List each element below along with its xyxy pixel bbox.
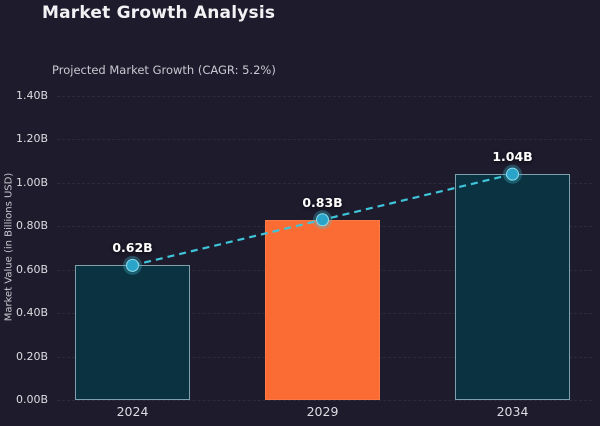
x-tick-label-2034: 2034	[496, 404, 529, 419]
y-axis-title: Market Value (in Billions USD)	[3, 172, 15, 322]
chart-title: Projected Market Growth (CAGR: 5.2%)	[52, 63, 276, 77]
y-tick-label-1.20B: 1.20B	[15, 132, 48, 146]
bar-value-label-2029: 0.83B	[302, 194, 343, 210]
x-tick-label-2024: 2024	[116, 404, 149, 419]
y-tick-label-0.60B: 0.60B	[15, 262, 48, 276]
bar-2034	[455, 174, 570, 400]
page-title: Market Growth Analysis	[42, 3, 276, 23]
bar-value-label-2034: 1.04B	[492, 149, 533, 165]
bar-2024	[75, 265, 190, 400]
gridline-0.00B	[57, 400, 592, 401]
bar-value-label-2024: 0.62B	[112, 240, 153, 256]
gridline-1.40B	[57, 96, 592, 97]
y-tick-label-1.00B: 1.00B	[15, 175, 48, 189]
gridline-1.20B	[57, 139, 592, 141]
x-tick-label-2029: 2029	[306, 404, 339, 419]
y-tick-label-0.40B: 0.40B	[15, 306, 48, 320]
bar-2029	[265, 219, 380, 400]
y-tick-label-0.20B: 0.20B	[15, 349, 48, 363]
y-tick-label-1.40B: 1.40B	[15, 89, 48, 102]
y-tick-label-0.80B: 0.80B	[15, 219, 48, 233]
y-tick-label-0.00B: 0.00B	[15, 393, 48, 406]
